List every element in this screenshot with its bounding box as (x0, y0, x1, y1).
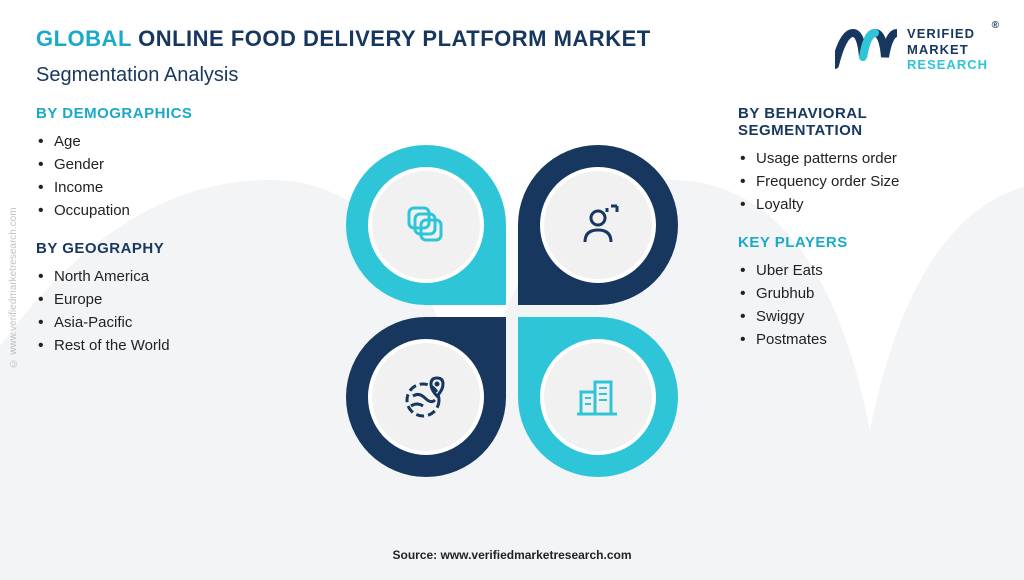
subtitle: Segmentation Analysis (36, 64, 835, 87)
list-item: Frequency order Size (740, 170, 988, 193)
segment-list: Uber Eats Grubhub Swiggy Postmates (738, 259, 988, 351)
logo-mark-icon (835, 27, 897, 71)
segment-behavioral: BY BEHAVIORAL SEGMENTATION Usage pattern… (738, 105, 988, 216)
petal-inner (540, 167, 656, 283)
logo-line2: MARKET (907, 42, 988, 58)
content: BY DEMOGRAPHICS Age Gender Income Occupa… (0, 87, 1024, 517)
segment-list: North America Europe Asia-Pacific Rest o… (36, 265, 286, 357)
list-item: Europe (38, 288, 286, 311)
main-title: GLOBAL ONLINE FOOD DELIVERY PLATFORM MAR… (36, 26, 835, 52)
title-prefix: GLOBAL (36, 26, 131, 51)
segment-geography: BY GEOGRAPHY North America Europe Asia-P… (36, 240, 286, 357)
petal-behavioral (518, 145, 678, 305)
segment-title: KEY PLAYERS (738, 234, 988, 251)
list-item: Swiggy (740, 305, 988, 328)
petal-demographics (346, 145, 506, 305)
petal-grid (342, 141, 682, 481)
petal-outer (346, 145, 506, 305)
title-main: ONLINE FOOD DELIVERY PLATFORM MARKET (131, 26, 650, 51)
col-left: BY DEMOGRAPHICS Age Gender Income Occupa… (36, 105, 286, 517)
list-item: Uber Eats (740, 259, 988, 282)
list-item: North America (38, 265, 286, 288)
list-item: Loyalty (740, 193, 988, 216)
petal-outer (346, 317, 506, 477)
segment-title: BY GEOGRAPHY (36, 240, 286, 257)
list-item: Income (38, 176, 286, 199)
list-item: Asia-Pacific (38, 311, 286, 334)
segment-title: BY DEMOGRAPHICS (36, 105, 286, 122)
petal-outer (518, 317, 678, 477)
title-block: GLOBAL ONLINE FOOD DELIVERY PLATFORM MAR… (36, 26, 835, 87)
buildings-icon (573, 372, 623, 422)
col-center (286, 105, 738, 517)
list-item: Occupation (38, 199, 286, 222)
logo-line1: VERIFIED (907, 26, 988, 42)
header: GLOBAL ONLINE FOOD DELIVERY PLATFORM MAR… (0, 0, 1024, 87)
petal-geography (346, 317, 506, 477)
petal-players (518, 317, 678, 477)
list-item: Gender (38, 153, 286, 176)
segment-list: Age Gender Income Occupation (36, 130, 286, 222)
list-item: Postmates (740, 328, 988, 351)
logo-trademark: ® (992, 20, 1000, 32)
segment-list: Usage patterns order Frequency order Siz… (738, 147, 988, 216)
petal-inner (368, 167, 484, 283)
petal-inner (540, 339, 656, 455)
layers-icon (401, 200, 451, 250)
list-item: Usage patterns order (740, 147, 988, 170)
list-item: Rest of the World (38, 334, 286, 357)
source-label: Source: www.verifiedmarketresearch.com (393, 548, 632, 562)
logo-line3: RESEARCH (907, 57, 988, 73)
logo: VERIFIED MARKET RESEARCH ® (835, 26, 988, 73)
globe-icon (401, 372, 451, 422)
logo-text: VERIFIED MARKET RESEARCH ® (907, 26, 988, 73)
segment-demographics: BY DEMOGRAPHICS Age Gender Income Occupa… (36, 105, 286, 222)
col-right: BY BEHAVIORAL SEGMENTATION Usage pattern… (738, 105, 988, 517)
petal-inner (368, 339, 484, 455)
list-item: Age (38, 130, 286, 153)
segment-players: KEY PLAYERS Uber Eats Grubhub Swiggy Pos… (738, 234, 988, 351)
list-item: Grubhub (740, 282, 988, 305)
segment-title: BY BEHAVIORAL SEGMENTATION (738, 105, 988, 139)
person-icon (573, 200, 623, 250)
petal-outer (518, 145, 678, 305)
